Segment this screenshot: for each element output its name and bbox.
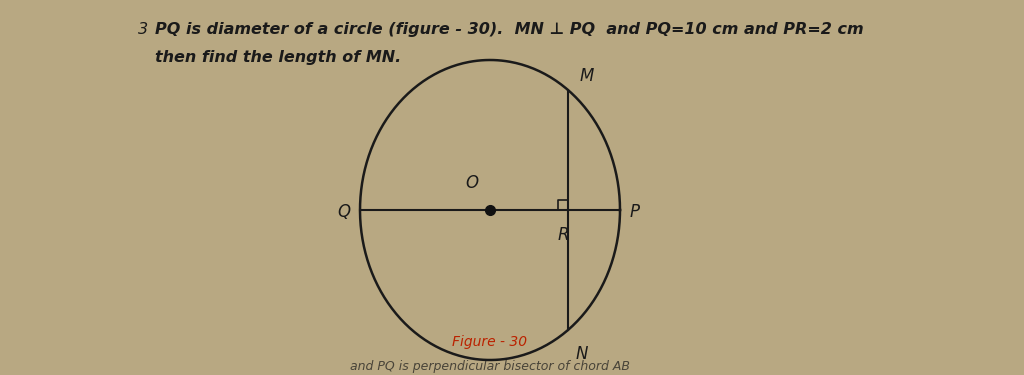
Text: and PQ is perpendicular bisector of chord AB: and PQ is perpendicular bisector of chor… <box>350 360 630 373</box>
Text: then find the length of MN.: then find the length of MN. <box>155 50 401 65</box>
Text: O: O <box>466 174 478 192</box>
Text: 3: 3 <box>138 22 148 37</box>
Text: PQ is diameter of a circle (figure - 30).  MN ⊥ PQ  and PQ=10 cm and PR=2 cm: PQ is diameter of a circle (figure - 30)… <box>155 22 863 37</box>
Text: Figure - 30: Figure - 30 <box>453 335 527 349</box>
Text: Q: Q <box>337 203 350 221</box>
Text: P: P <box>630 203 640 221</box>
Text: R: R <box>557 226 568 244</box>
Text: M: M <box>580 67 594 85</box>
Text: N: N <box>575 345 589 363</box>
